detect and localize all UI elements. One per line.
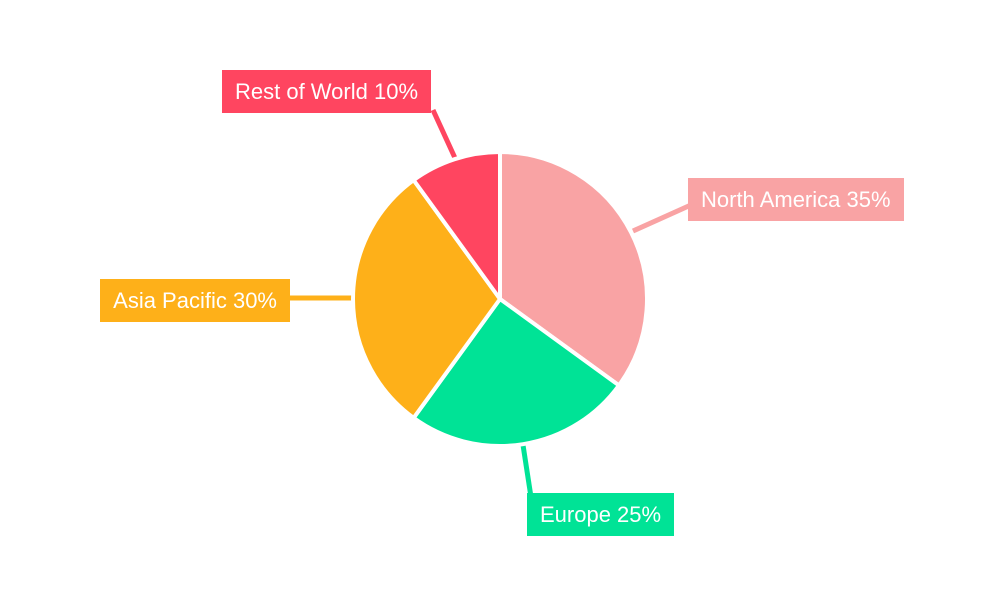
pie-slice-north-america[interactable] <box>498 150 649 388</box>
pie-label-rest-of-world: Rest of World 10% <box>222 70 432 113</box>
label-line-europe <box>520 444 534 498</box>
pie-slice-asia-pacific[interactable] <box>350 178 502 420</box>
pie-label-asia-pacific: Asia Pacific 30% <box>100 279 290 322</box>
pie-slice-europe[interactable] <box>411 297 621 448</box>
pie-slice-rest-of-world[interactable] <box>411 150 502 301</box>
label-line-rest-of-world <box>430 108 458 160</box>
pie-label-north-america: North America 35% <box>688 178 904 221</box>
pie-label-europe: Europe 25% <box>527 493 675 536</box>
